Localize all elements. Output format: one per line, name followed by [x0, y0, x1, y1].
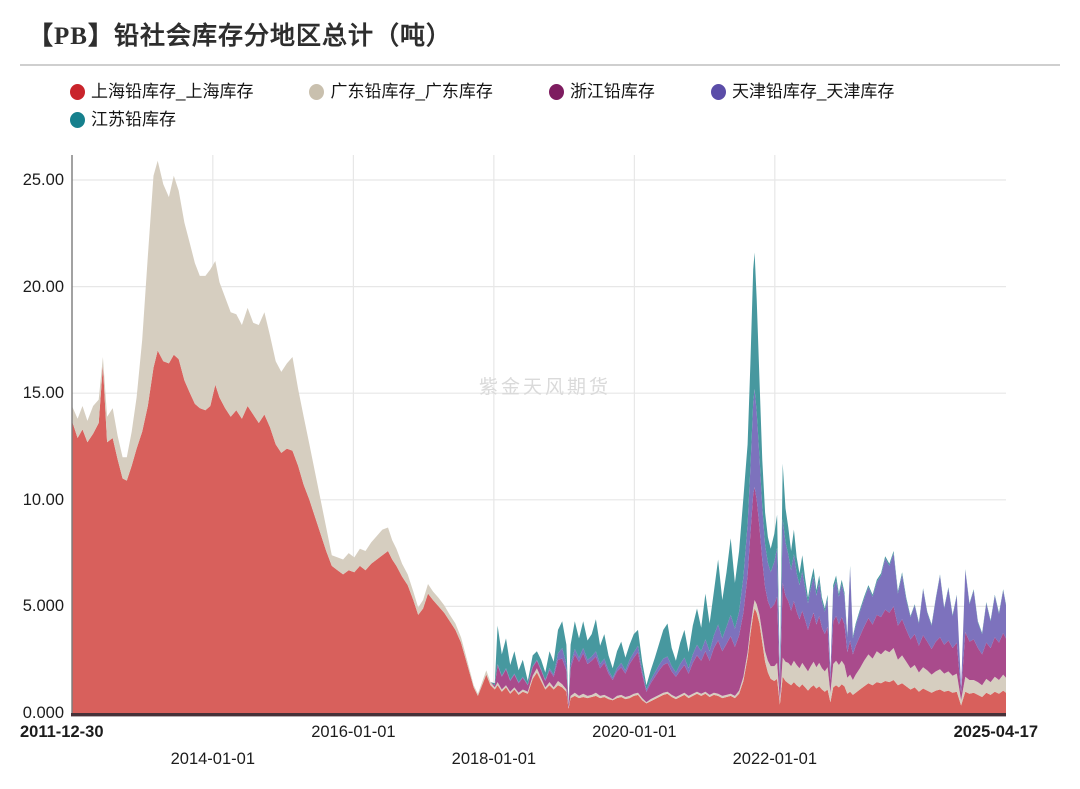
x-tick-label-2025-04-17: 2025-04-17	[953, 723, 1038, 741]
page-title: 【PB】铅社会库存分地区总计（吨）	[28, 23, 452, 50]
y-tick-label-5.000: 5.000	[22, 597, 64, 616]
legend-label-shanghai: 上海铅库存_上海库存	[91, 82, 254, 101]
watermark-text: 紫金天风期货	[478, 377, 611, 398]
legend-swatch-shanghai	[70, 84, 85, 100]
x-tick-label-2014-01-01: 2014-01-01	[170, 750, 255, 768]
legend-item-guangdong[interactable]: 广东铅库存_广东库存	[309, 82, 493, 102]
legend-item-shanghai[interactable]: 上海铅库存_上海库存	[70, 82, 253, 102]
y-tick-label-25.00: 25.00	[22, 171, 64, 189]
x-tick-label-2016-01-01: 2016-01-01	[311, 723, 396, 741]
series-area-guangdong[interactable]	[72, 160, 1006, 709]
series-area-tianjin[interactable]	[72, 160, 1006, 706]
legend-item-tianjin[interactable]: 天津铅库存_天津库存	[710, 82, 895, 102]
chart-legend: 上海铅库存_上海库存 广东铅库存_广东库存 浙江铅库存 天津铅库存_天津库存江苏铅库存	[70, 82, 1050, 129]
legend-swatch-jiangsu	[70, 112, 85, 128]
legend-row: 上海铅库存_上海库存 广东铅库存_广东库存 浙江铅库存 天津铅库存_天津库存江苏铅库存	[70, 82, 1050, 129]
x-tick-label-2020-01-01: 2020-01-01	[592, 723, 677, 741]
x-tick-label-2022-01-01: 2022-01-01	[732, 750, 818, 768]
y-tick-label-20.00: 20.00	[22, 277, 64, 296]
legend-label-jiangsu: 江苏铅库存	[91, 110, 176, 129]
x-axis-line	[71, 713, 1006, 717]
x-tick-label-2011-12-30: 2011-12-30	[20, 723, 104, 741]
series-area-shanghai[interactable]	[72, 350, 1006, 713]
legend-item-jiangsu[interactable]: 江苏铅库存	[70, 110, 176, 130]
y-tick-label-0.000: 0.000	[22, 704, 64, 722]
legend-swatch-tianjin	[710, 84, 726, 100]
y-tick-label-10.00: 10.00	[22, 490, 64, 509]
y-tick-label-15.00: 15.00	[22, 384, 64, 403]
legend-label-tianjin: 天津铅库存_天津库存	[731, 82, 895, 101]
legend-item-zhejiang[interactable]: 浙江铅库存	[548, 82, 655, 102]
legend-swatch-guangdong	[309, 84, 325, 100]
legend-label-guangdong: 广东铅库存_广东库存	[330, 82, 493, 101]
title-divider	[20, 64, 1060, 66]
legend-swatch-zhejiang	[548, 84, 564, 100]
series-area-zhejiang[interactable]	[72, 160, 1006, 708]
legend-label-zhejiang: 浙江铅库存	[569, 82, 655, 101]
x-tick-label-2018-01-01: 2018-01-01	[451, 750, 537, 768]
